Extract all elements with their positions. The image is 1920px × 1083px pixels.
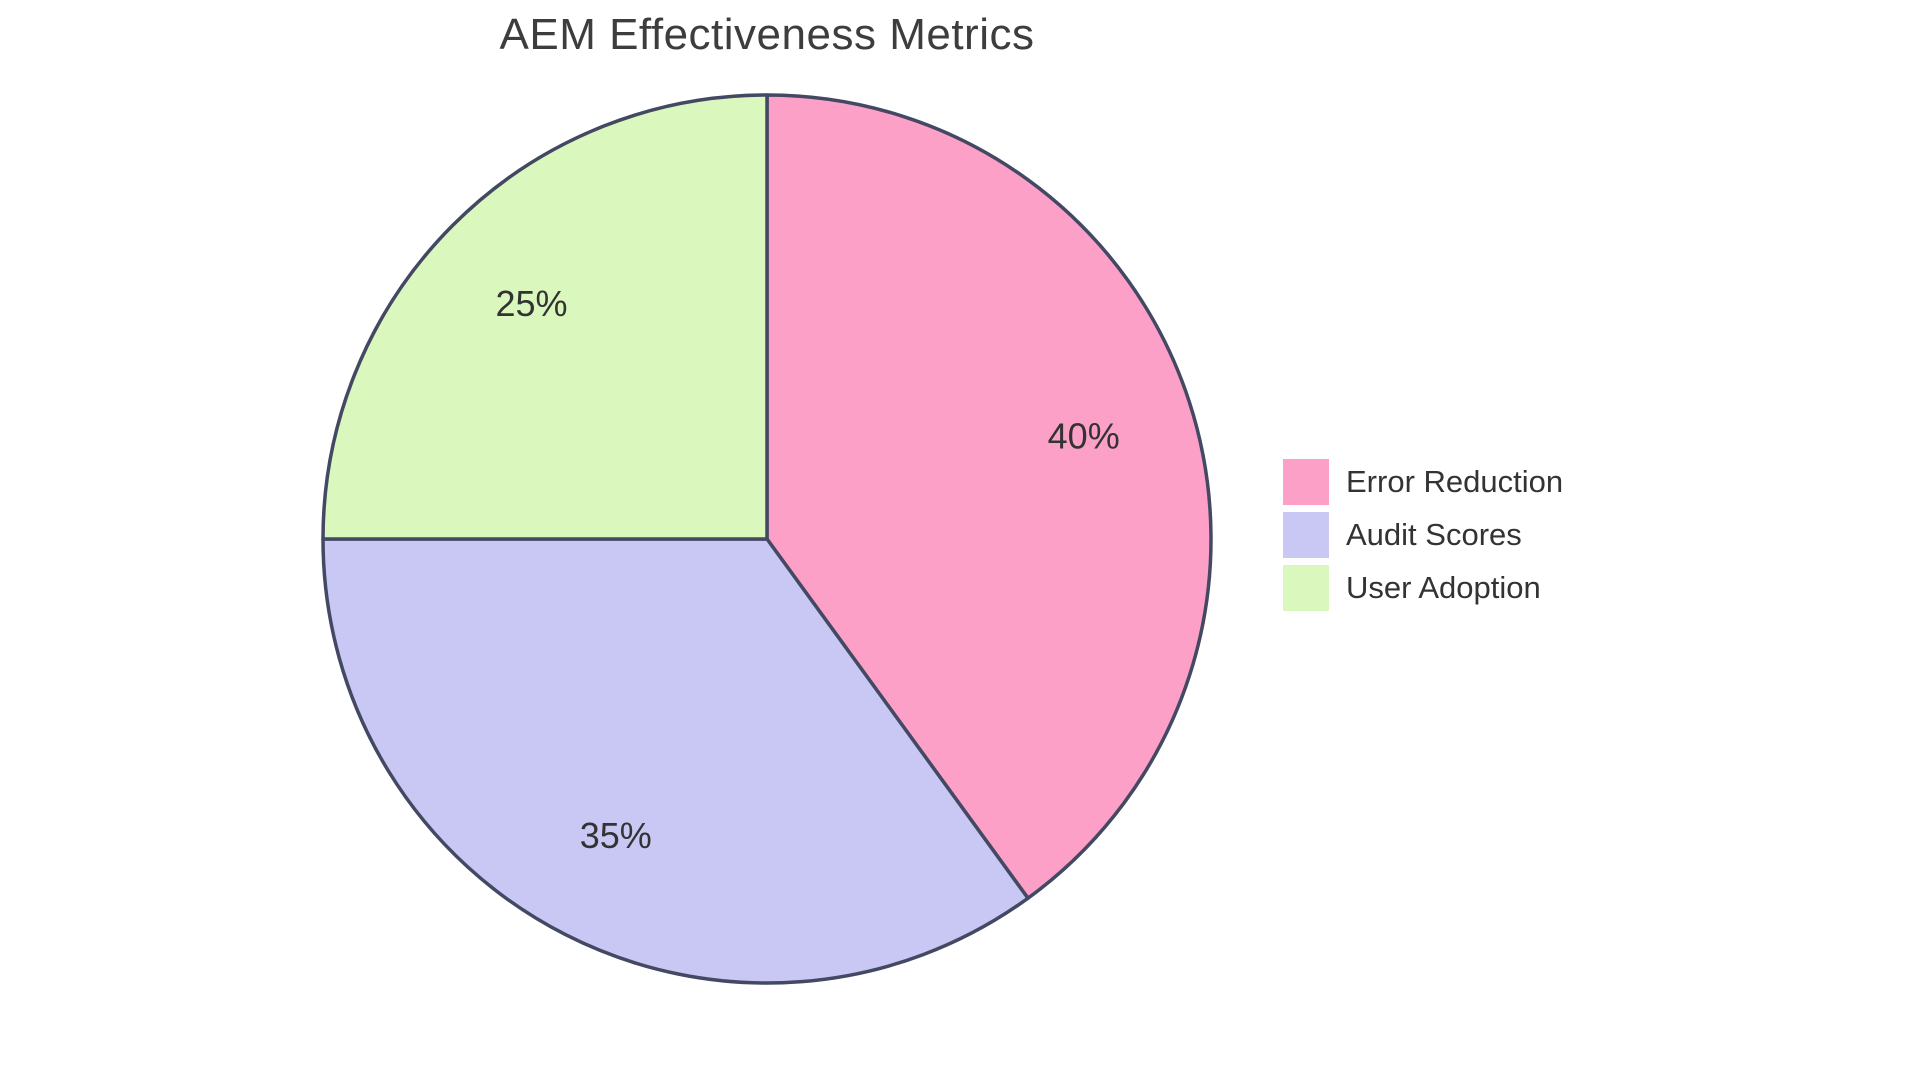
legend-label-audit-scores: Audit Scores [1346, 517, 1522, 552]
pie-label-error-reduction: 40% [1048, 416, 1120, 457]
legend-item-user-adoption: User Adoption [1283, 565, 1563, 611]
legend-item-audit-scores: Audit Scores [1283, 512, 1563, 558]
legend-swatch-user-adoption [1283, 565, 1329, 611]
legend-label-error-reduction: Error Reduction [1346, 464, 1564, 499]
chart-title: AEM Effectiveness Metrics [499, 10, 1035, 59]
pie-slice-audit-scores [321, 537, 1030, 985]
pie-label-audit-scores: 35% [580, 815, 652, 856]
pie-label-user-adoption: 25% [495, 283, 567, 324]
pie-slice-user-adoption [321, 93, 769, 541]
legend-swatch-error-reduction [1283, 459, 1329, 505]
legend-item-error-reduction: Error Reduction [1283, 459, 1563, 505]
pie-slice-error-reduction [765, 93, 1213, 900]
legend-swatch-audit-scores [1283, 512, 1329, 558]
legend: Error Reduction Audit Scores User Adopti… [1283, 459, 1563, 611]
legend-label-user-adoption: User Adoption [1346, 570, 1541, 605]
